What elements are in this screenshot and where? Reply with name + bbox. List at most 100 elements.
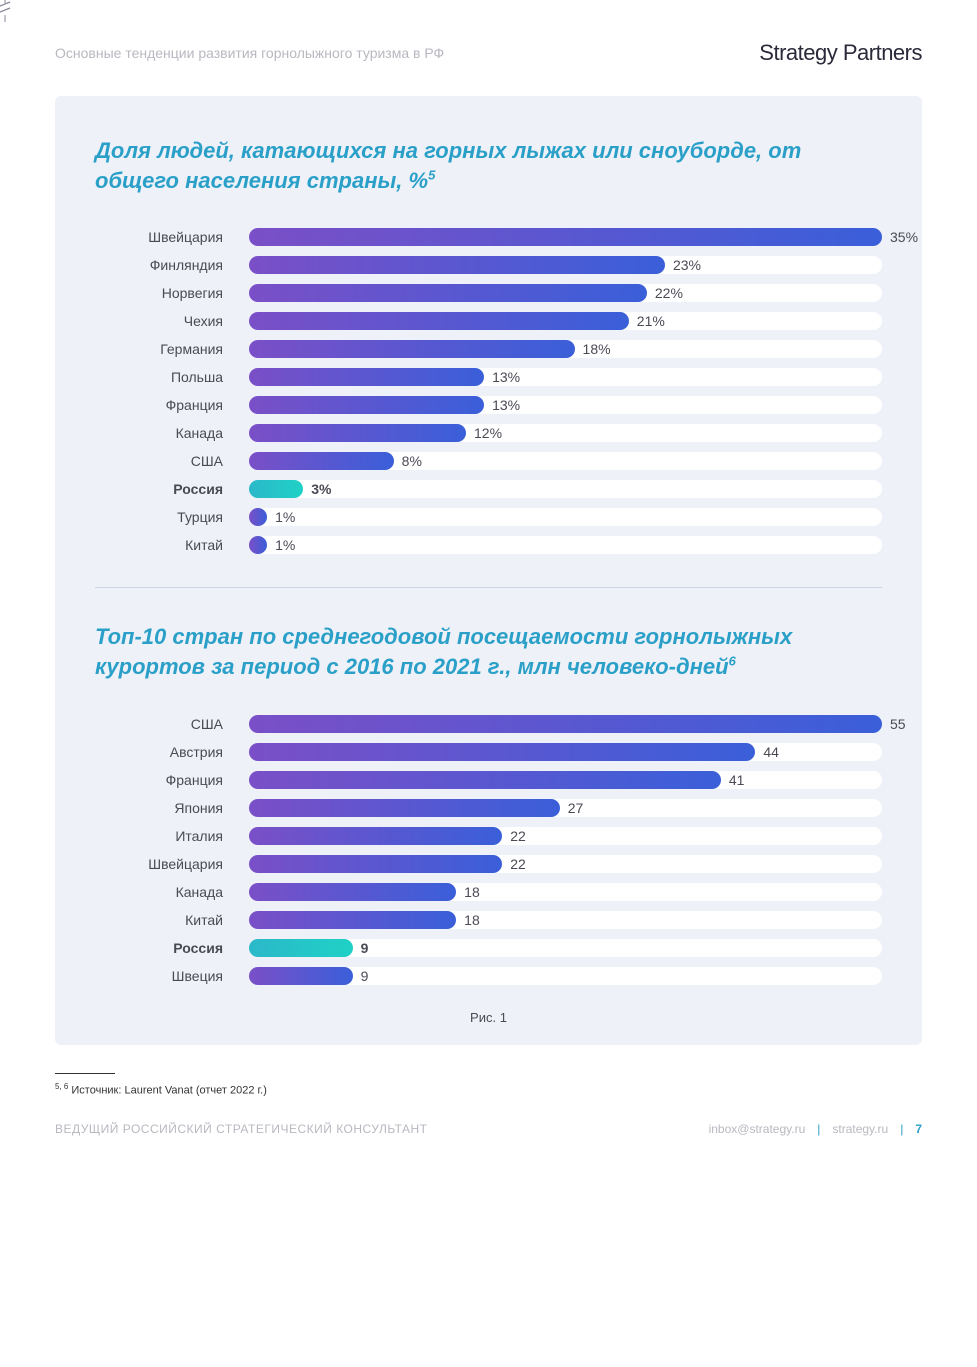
- bar-fill: [249, 883, 456, 901]
- page: Основные тенденции развития горнолыжного…: [0, 0, 977, 1166]
- chart1-title-sup: 5: [428, 167, 435, 182]
- footer-tagline: ВЕДУЩИЙ РОССИЙСКИЙ СТРАТЕГИЧЕСКИЙ КОНСУЛ…: [55, 1122, 428, 1136]
- bar-value: 41: [729, 772, 745, 788]
- bar-fill: [249, 284, 647, 302]
- bar-row: Швейцария 35%: [95, 223, 882, 251]
- bar-row: США55: [95, 710, 882, 738]
- bar-row: Швейцария 22: [95, 850, 882, 878]
- bar-track: 9: [249, 939, 882, 957]
- bar-fill: [249, 452, 394, 470]
- brand-logo: Strategy Partners: [759, 40, 922, 66]
- panel-divider: [95, 587, 882, 588]
- bar-track: 22: [249, 827, 882, 845]
- bar-row: Канада18: [95, 878, 882, 906]
- bar-track: 35%: [249, 228, 882, 246]
- brand-part-a: Strateg: [759, 40, 826, 65]
- bar-label: Италия: [95, 828, 235, 844]
- bar-value: 8%: [402, 453, 422, 469]
- footnote-text: Источник: Laurent Vanat (отчет 2022 г.): [68, 1084, 267, 1096]
- bar-fill: [249, 855, 502, 873]
- brand-part-b: Partners: [837, 40, 922, 65]
- bar-fill: [249, 967, 353, 985]
- bar-label: Швеция: [95, 968, 235, 984]
- bar-label: Финляндия: [95, 257, 235, 273]
- bar-row: Чехия21%: [95, 307, 882, 335]
- bar-value: 9: [361, 968, 369, 984]
- footer-site: strategy.ru: [832, 1122, 888, 1136]
- bar-track: 13%: [249, 368, 882, 386]
- footer-sep-1: |: [817, 1122, 820, 1136]
- bar-value: 1%: [275, 537, 295, 553]
- bar-fill: [249, 340, 575, 358]
- bar-value: 27: [568, 800, 584, 816]
- chart2-title-sup: 6: [729, 654, 736, 669]
- bar-label: Швейцария: [95, 229, 235, 245]
- bar-label: Турция: [95, 509, 235, 525]
- bar-row: США8%: [95, 447, 882, 475]
- footnote-sup: 5, 6: [55, 1082, 68, 1091]
- bar-value: 18: [464, 912, 480, 928]
- bar-row: Польша 13%: [95, 363, 882, 391]
- bar-track: 22%: [249, 284, 882, 302]
- bar-track: 22: [249, 855, 882, 873]
- chart2: США55Австрия44Франция41Япония27Италия22Ш…: [95, 710, 882, 990]
- bar-row: Австрия44: [95, 738, 882, 766]
- bar-value: 35%: [890, 229, 918, 245]
- bar-fill: [249, 256, 665, 274]
- bar-track: 13%: [249, 396, 882, 414]
- bar-label: Китай: [95, 912, 235, 928]
- bar-value: 9: [361, 940, 369, 956]
- header-breadcrumb: Основные тенденции развития горнолыжного…: [55, 45, 444, 61]
- bar-track: 18%: [249, 340, 882, 358]
- chart1: Швейцария 35% Финляндия 23% Норвегия 22% Чехия…: [95, 223, 882, 559]
- bar-row: Россия3%: [95, 475, 882, 503]
- bar-label: Польша: [95, 369, 235, 385]
- chart2-title: Топ-10 стран по среднегодовой посещаемос…: [95, 622, 882, 681]
- bar-fill: [249, 715, 882, 733]
- bar-value: 12%: [474, 425, 502, 441]
- bar-label: Швейцария: [95, 856, 235, 872]
- bar-row: Франция 13%: [95, 391, 882, 419]
- chart1-title: Доля людей, катающихся на горных лыжах и…: [95, 136, 882, 195]
- bar-row: Франция 41: [95, 766, 882, 794]
- bar-track: 8%: [249, 452, 882, 470]
- bar-value: 13%: [492, 397, 520, 413]
- bar-track: 9: [249, 967, 882, 985]
- bar-row: Канада 12%: [95, 419, 882, 447]
- bar-fill: [249, 939, 353, 957]
- bar-label: Чехия: [95, 313, 235, 329]
- bar-label: Франция: [95, 772, 235, 788]
- footer-sep-2: |: [900, 1122, 903, 1136]
- bar-row: Италия 22: [95, 822, 882, 850]
- bar-track: 1%: [249, 536, 882, 554]
- bar-label: Канада: [95, 425, 235, 441]
- bar-value: 55: [890, 716, 906, 732]
- bar-row: Китай 18: [95, 906, 882, 934]
- bar-value: 13%: [492, 369, 520, 385]
- bar-fill: [249, 827, 502, 845]
- bar-row: Швеция 9: [95, 962, 882, 990]
- bar-fill: [249, 480, 303, 498]
- bar-fill: [249, 424, 466, 442]
- bar-value: 18%: [583, 341, 611, 357]
- bar-value: 1%: [275, 509, 295, 525]
- bar-fill: [249, 743, 755, 761]
- axis-break-icon: [0, 0, 12, 22]
- bar-fill: [249, 396, 484, 414]
- bar-value: 23%: [673, 257, 701, 273]
- chart1-title-text: Доля людей, катающихся на горных лыжах и…: [95, 138, 801, 193]
- bar-label: Россия: [95, 481, 235, 497]
- bar-label: Норвегия: [95, 285, 235, 301]
- bar-track: 55: [249, 715, 882, 733]
- bar-row: Китай1%: [95, 531, 882, 559]
- bar-track: 12%: [249, 424, 882, 442]
- bar-label: Франция: [95, 397, 235, 413]
- bar-label: Германия: [95, 341, 235, 357]
- bar-track: 23%: [249, 256, 882, 274]
- bar-row: Финляндия 23%: [95, 251, 882, 279]
- page-footer: ВЕДУЩИЙ РОССИЙСКИЙ СТРАТЕГИЧЕСКИЙ КОНСУЛ…: [55, 1122, 922, 1136]
- bar-label: Россия: [95, 940, 235, 956]
- bar-track: 18: [249, 911, 882, 929]
- bar-value: 22%: [655, 285, 683, 301]
- bar-value: 22: [510, 828, 526, 844]
